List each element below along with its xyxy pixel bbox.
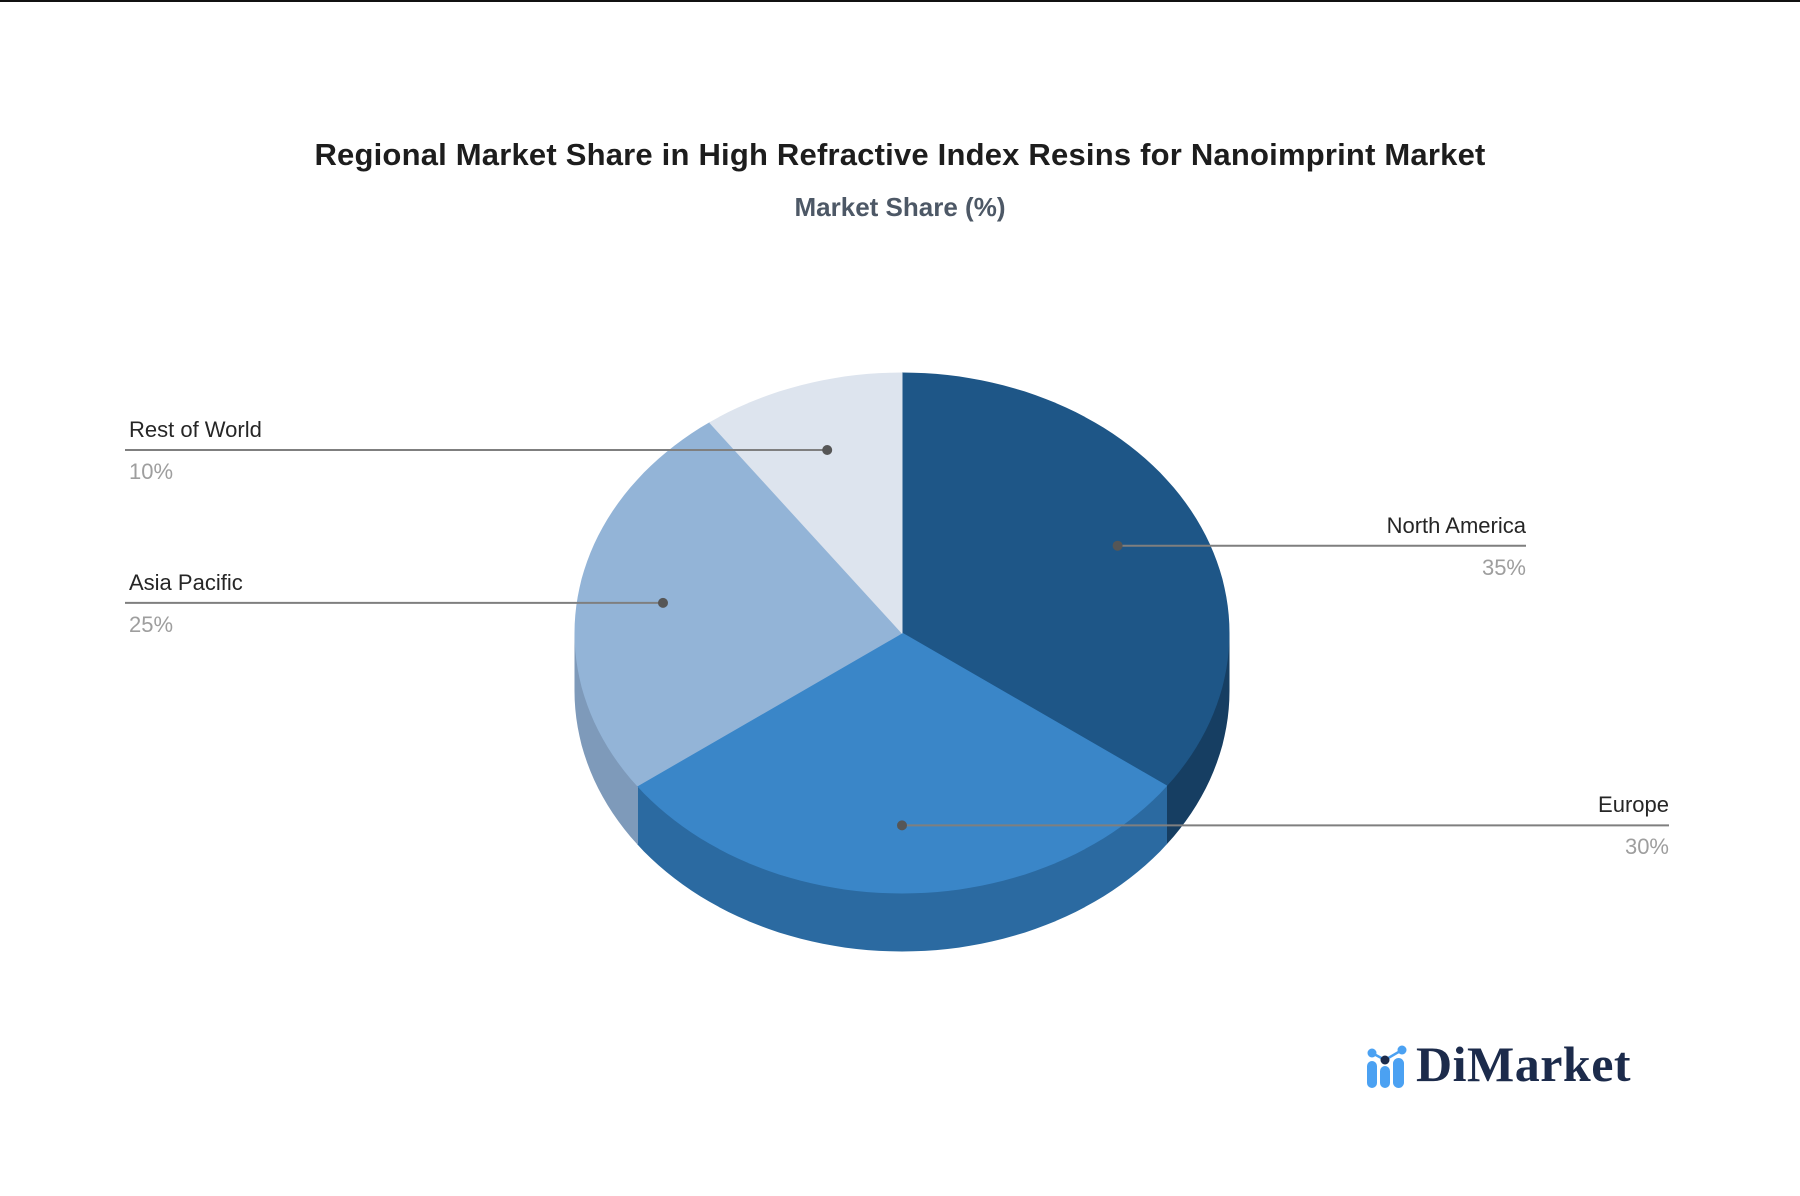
pie-slice-europe[interactable]	[637, 632, 1167, 894]
brand-logo-text: DiMarket	[1416, 1036, 1632, 1092]
brand-logo: DiMarket	[1366, 1036, 1686, 1102]
leader-dot-rest-of-world	[822, 445, 833, 455]
top-border	[0, 0, 1800, 2]
pie-slice-north-america[interactable]	[901, 372, 1230, 787]
leader-dot-north-america	[1112, 540, 1123, 551]
brand-logo-icon	[1367, 1045, 1407, 1088]
pie-slice-rest-of-world[interactable]	[709, 372, 903, 634]
chart-subtitle: Market Share (%)	[794, 192, 1006, 222]
chart-title: Regional Market Share in High Refractive…	[314, 137, 1486, 172]
leader-dot-asia-pacific	[658, 597, 668, 608]
pie-slice-asia-pacific[interactable]	[574, 422, 903, 787]
leader-dot-europe	[897, 820, 907, 831]
